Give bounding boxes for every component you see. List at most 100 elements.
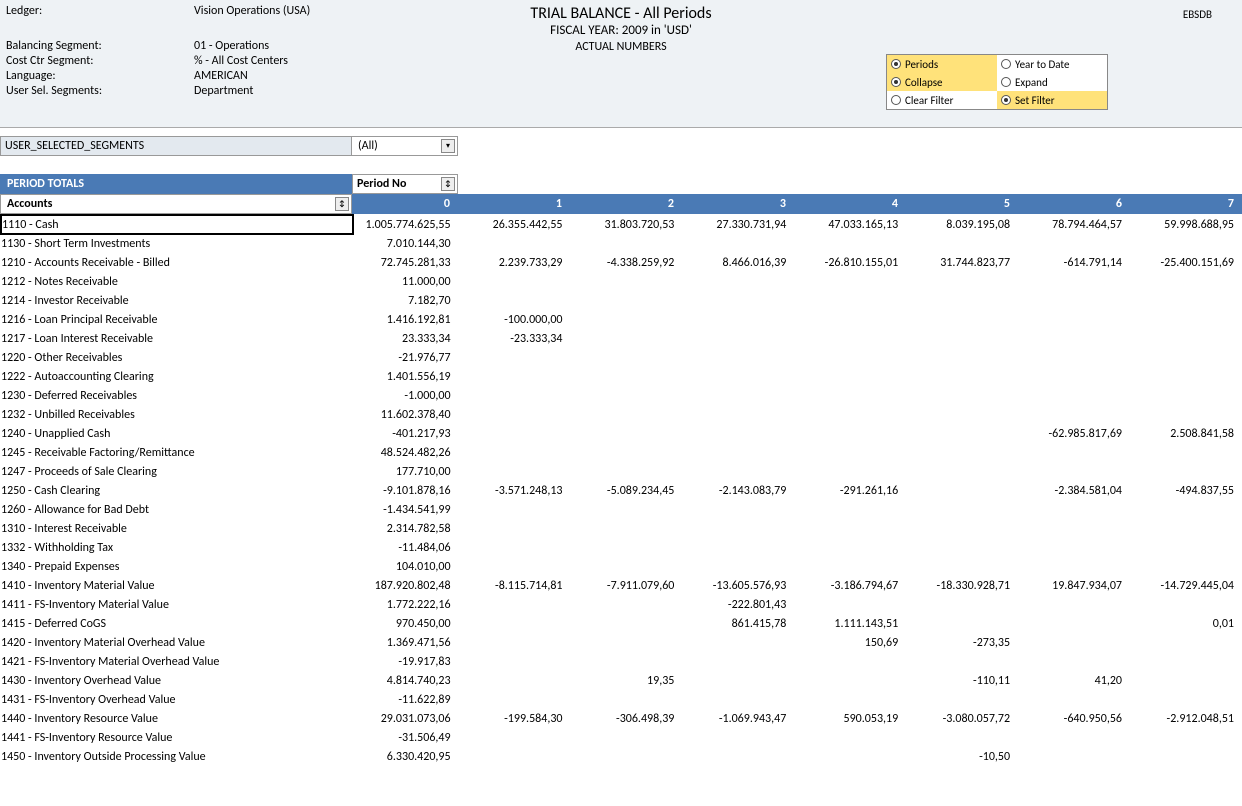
value-cell: 11.000,00: [353, 272, 459, 291]
value-cell: [906, 405, 1018, 424]
segment-filter-dropdown[interactable]: (All) ▾: [352, 136, 458, 156]
value-cell: -31.506,49: [353, 728, 459, 747]
value-cell: [570, 728, 682, 747]
value-cell: [570, 557, 682, 576]
account-cell[interactable]: 1420 - Inventory Material Overhead Value: [1, 633, 353, 652]
value-cell: [906, 291, 1018, 310]
account-cell[interactable]: 1240 - Unapplied Cash: [1, 424, 353, 443]
value-cell: [459, 348, 571, 367]
account-cell[interactable]: 1310 - Interest Receivable: [1, 519, 353, 538]
value-cell: [459, 500, 571, 519]
value-cell: [570, 652, 682, 671]
option-set-label: Set Filter: [1015, 94, 1055, 107]
account-cell[interactable]: 1214 - Investor Receivable: [1, 291, 353, 310]
table-row: 1411 - FS-Inventory Material Value1.772.…: [1, 595, 1242, 614]
value-cell: [570, 462, 682, 481]
value-cell: -13.605.576,93: [682, 576, 794, 595]
period-col-4[interactable]: 4: [794, 194, 906, 214]
value-cell: [459, 538, 571, 557]
value-cell: 78.794.464,57: [1018, 215, 1130, 234]
option-set-filter[interactable]: Set Filter: [997, 91, 1107, 109]
options-panel: Periods Year to Date Collapse Expand Cle…: [886, 54, 1108, 110]
account-cell[interactable]: 1410 - Inventory Material Value: [1, 576, 353, 595]
account-cell[interactable]: 1421 - FS-Inventory Material Overhead Va…: [1, 652, 353, 671]
value-cell: [906, 557, 1018, 576]
account-cell[interactable]: 1217 - Loan Interest Receivable: [1, 329, 353, 348]
period-col-7[interactable]: 7: [1130, 194, 1242, 214]
period-totals-header: PERIOD TOTALS: [0, 174, 352, 194]
account-cell[interactable]: 1250 - Cash Clearing: [1, 481, 353, 500]
period-col-1[interactable]: 1: [458, 194, 570, 214]
period-col-0[interactable]: 0: [352, 194, 458, 214]
account-cell[interactable]: 1216 - Loan Principal Receivable: [1, 310, 353, 329]
account-cell[interactable]: 1431 - FS-Inventory Overhead Value: [1, 690, 353, 709]
table-row: 1247 - Proceeds of Sale Clearing177.710,…: [1, 462, 1242, 481]
account-cell[interactable]: 1220 - Other Receivables: [1, 348, 353, 367]
value-cell: [1018, 519, 1130, 538]
value-cell: -11.484,06: [353, 538, 459, 557]
chevron-down-icon: ▾: [441, 139, 455, 153]
value-cell: 31.744.823,77: [906, 253, 1018, 272]
period-col-3[interactable]: 3: [682, 194, 794, 214]
value-cell: [1018, 595, 1130, 614]
balseg-label: Balancing Segment:: [6, 39, 194, 53]
value-cell: 31.803.720,53: [570, 215, 682, 234]
table-row: 1260 - Allowance for Bad Debt-1.434.541,…: [1, 500, 1242, 519]
account-cell[interactable]: 1340 - Prepaid Expenses: [1, 557, 353, 576]
value-cell: 4.814.740,23: [353, 671, 459, 690]
value-cell: [906, 690, 1018, 709]
balseg-value: 01 - Operations: [194, 39, 269, 53]
account-cell[interactable]: 1232 - Unbilled Receivables: [1, 405, 353, 424]
value-cell: [570, 690, 682, 709]
value-cell: 1.772.222,16: [353, 595, 459, 614]
period-col-5[interactable]: 5: [906, 194, 1018, 214]
value-cell: [1130, 747, 1242, 766]
account-cell[interactable]: 1247 - Proceeds of Sale Clearing: [1, 462, 353, 481]
value-cell: [1018, 443, 1130, 462]
option-clear-filter[interactable]: Clear Filter: [887, 91, 997, 109]
account-cell[interactable]: 1110 - Cash: [1, 215, 353, 234]
userseg-value: Department: [194, 84, 253, 98]
option-collapse[interactable]: Collapse: [887, 73, 997, 91]
account-cell[interactable]: 1260 - Allowance for Bad Debt: [1, 500, 353, 519]
account-cell[interactable]: 1441 - FS-Inventory Resource Value: [1, 728, 353, 747]
value-cell: 27.330.731,94: [682, 215, 794, 234]
value-cell: [1130, 595, 1242, 614]
account-cell[interactable]: 1450 - Inventory Outside Processing Valu…: [1, 747, 353, 766]
account-cell[interactable]: 1210 - Accounts Receivable - Billed: [1, 253, 353, 272]
table-row: 1212 - Notes Receivable11.000,00: [1, 272, 1242, 291]
value-cell: [794, 329, 906, 348]
option-expand[interactable]: Expand: [997, 73, 1107, 91]
account-cell[interactable]: 1130 - Short Term Investments: [1, 234, 353, 253]
account-cell[interactable]: 1430 - Inventory Overhead Value: [1, 671, 353, 690]
table-row: 1440 - Inventory Resource Value29.031.07…: [1, 709, 1242, 728]
option-periods[interactable]: Periods: [887, 55, 997, 73]
value-cell: 2.508.841,58: [1130, 424, 1242, 443]
table-row: 1441 - FS-Inventory Resource Value-31.50…: [1, 728, 1242, 747]
value-cell: [459, 557, 571, 576]
period-col-6[interactable]: 6: [1018, 194, 1130, 214]
value-cell: 970.450,00: [353, 614, 459, 633]
account-cell[interactable]: 1440 - Inventory Resource Value: [1, 709, 353, 728]
account-cell[interactable]: 1415 - Deferred CoGS: [1, 614, 353, 633]
account-cell[interactable]: 1222 - Autoaccounting Clearing: [1, 367, 353, 386]
value-cell: -2.143.083,79: [682, 481, 794, 500]
account-cell[interactable]: 1230 - Deferred Receivables: [1, 386, 353, 405]
account-cell[interactable]: 1245 - Receivable Factoring/Remittance: [1, 443, 353, 462]
value-cell: [906, 348, 1018, 367]
value-cell: [1018, 557, 1130, 576]
lang-label: Language:: [6, 69, 194, 83]
option-ytd[interactable]: Year to Date: [997, 55, 1107, 73]
value-cell: [459, 671, 571, 690]
account-cell[interactable]: 1212 - Notes Receivable: [1, 272, 353, 291]
account-cell[interactable]: 1332 - Withholding Tax: [1, 538, 353, 557]
period-no-header[interactable]: Period No ↕: [352, 174, 458, 194]
account-cell[interactable]: 1411 - FS-Inventory Material Value: [1, 595, 353, 614]
value-cell: [570, 538, 682, 557]
period-col-2[interactable]: 2: [570, 194, 682, 214]
accounts-column-header[interactable]: Accounts ↕: [0, 194, 352, 214]
table-row: 1415 - Deferred CoGS970.450,00861.415,78…: [1, 614, 1242, 633]
value-cell: -291.261,16: [794, 481, 906, 500]
value-cell: [682, 443, 794, 462]
value-cell: [459, 728, 571, 747]
